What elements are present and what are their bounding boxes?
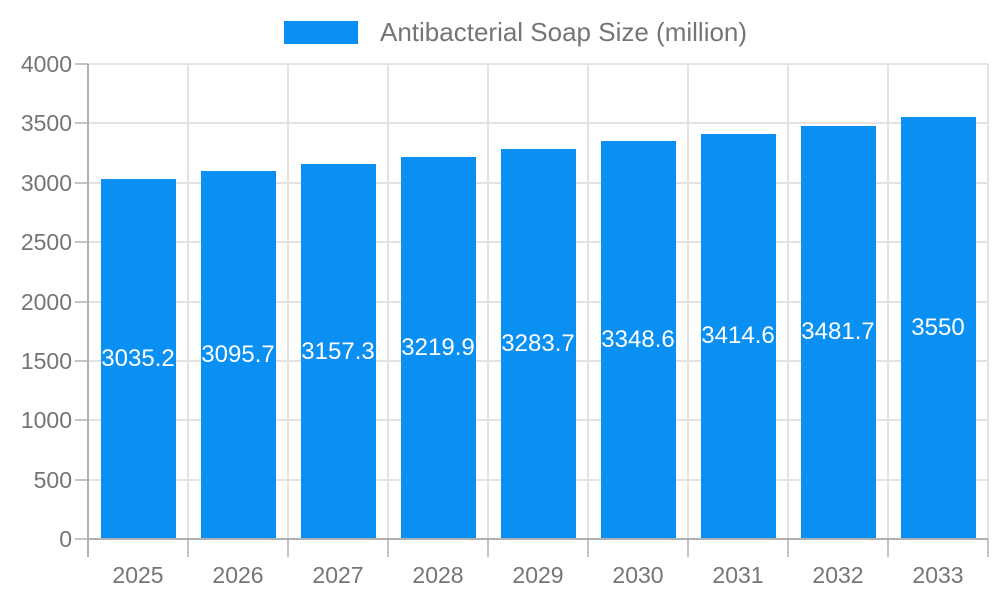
x-tick	[587, 539, 589, 557]
x-axis-tick-label: 2030	[612, 562, 664, 588]
y-tick	[75, 63, 88, 65]
y-tick	[75, 300, 88, 303]
bar-2029	[500, 149, 576, 538]
bar-2027	[300, 164, 376, 538]
x-axis-tick-label: 2028	[412, 562, 464, 588]
y-axis-tick-label: 4000	[20, 51, 72, 77]
y-tick	[75, 538, 88, 540]
y-axis-tick-label: 1000	[20, 407, 72, 434]
v-gridline	[187, 64, 189, 539]
bar-2026	[200, 171, 276, 538]
x-axis-tick-label: 2029	[512, 562, 564, 588]
y-axis-line	[87, 64, 89, 557]
x-axis-tick-label: 2025	[112, 562, 164, 588]
bar-value-label: 3348.6	[601, 326, 675, 354]
x-tick	[487, 539, 489, 557]
bar-value-label: 3481.7	[801, 318, 875, 346]
y-tick	[75, 181, 88, 184]
bar-2025	[100, 178, 176, 538]
x-tick	[787, 539, 789, 557]
v-gridline	[787, 64, 789, 539]
v-gridline	[987, 64, 989, 539]
bar-2030	[600, 141, 676, 538]
x-axis-tick-label: 2027	[312, 562, 364, 588]
x-axis-tick-label: 2031	[712, 562, 764, 588]
h-gridline	[88, 63, 988, 65]
bar-value-label: 3095.7	[201, 341, 275, 369]
bar-2028	[400, 156, 476, 538]
bar-value-label: 3157.3	[301, 337, 375, 365]
bar-value-label: 3219.9	[401, 333, 475, 361]
h-gridline	[88, 122, 988, 125]
v-gridline	[587, 64, 589, 539]
x-tick	[687, 539, 689, 557]
x-axis-tick-label: 2033	[912, 562, 964, 588]
y-axis-tick-label: 2500	[20, 229, 72, 256]
x-tick	[987, 539, 989, 557]
x-axis-tick-label: 2032	[812, 562, 864, 588]
legend: Antibacterial Soap Size (million)	[284, 17, 747, 48]
x-tick	[387, 539, 389, 557]
x-tick	[887, 539, 889, 557]
v-gridline	[887, 64, 889, 539]
bar-value-label: 3035.2	[101, 344, 175, 372]
bar-2032	[800, 125, 876, 538]
bar-2033	[900, 117, 976, 538]
v-gridline	[287, 64, 289, 539]
y-tick	[75, 478, 88, 481]
bar-value-label: 3414.6	[701, 322, 775, 350]
bar-value-label: 3550	[911, 314, 965, 342]
x-tick	[187, 539, 189, 557]
v-gridline	[487, 64, 489, 539]
bar-2031	[700, 133, 776, 538]
y-tick	[75, 122, 88, 125]
y-axis-tick-label: 1500	[20, 347, 72, 374]
x-tick	[287, 539, 289, 557]
y-tick	[75, 419, 88, 422]
legend-label: Antibacterial Soap Size (million)	[380, 17, 748, 47]
y-tick	[75, 359, 88, 362]
x-axis-tick-label: 2026	[212, 562, 264, 588]
y-axis-tick-label: 0	[59, 526, 72, 552]
v-gridline	[387, 64, 389, 539]
y-axis-tick-label: 3000	[20, 169, 72, 196]
v-gridline	[687, 64, 689, 539]
y-axis-tick-label: 500	[33, 466, 72, 493]
bar-value-label: 3283.7	[501, 330, 575, 358]
y-axis-tick-label: 2000	[20, 288, 72, 315]
legend-swatch	[284, 21, 358, 44]
y-tick	[75, 241, 88, 244]
y-axis-tick-label: 3500	[20, 110, 72, 137]
x-axis-line	[88, 538, 988, 540]
